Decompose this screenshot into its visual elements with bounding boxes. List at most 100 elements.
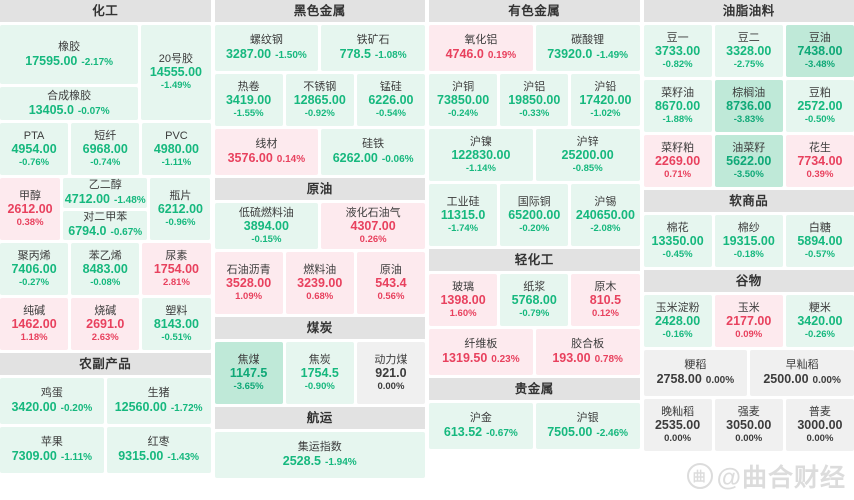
quote-values: 4307.00 0.26%: [351, 219, 396, 246]
quote-row: 沪铜 73850.00 -0.24% 沪铝 19850.00 -0.33% 沪铅 17420.…: [429, 74, 640, 126]
quote-cell[interactable]: 线材 3576.00 0.14%: [214, 129, 319, 175]
quote-cell[interactable]: 氧化铝 4746.0 0.19%: [429, 25, 533, 71]
quote-cell[interactable]: 硅铁 6262.00 -0.06%: [321, 129, 425, 175]
quote-cell[interactable]: 烧碱 2691.0 2.63%: [71, 298, 140, 350]
quote-change-percent: -0.82%: [662, 58, 693, 70]
quote-cell[interactable]: 瓶片 6212.00 -0.96%: [150, 178, 211, 240]
quote-cell[interactable]: 液化石油气 4307.00 0.26%: [321, 203, 425, 249]
quote-cell[interactable]: 菜籽油 8670.00 -1.88%: [643, 80, 712, 132]
quote-cell[interactable]: 沪铅 17420.00 -1.02%: [571, 74, 640, 126]
quote-price: 3576.00: [227, 151, 273, 165]
quote-change-percent: -0.27%: [19, 276, 50, 288]
quote-cell[interactable]: 粳米 3420.00 -0.26%: [785, 295, 854, 347]
quote-cell[interactable]: 20号胶 14555.00 -1.49%: [141, 25, 211, 120]
quote-cell[interactable]: 早籼稻 2500.00 0.00%: [750, 350, 854, 396]
quote-cell[interactable]: 豆粕 2572.00 -0.50%: [785, 80, 854, 132]
quote-values: 7309.00 -1.11%: [12, 449, 92, 464]
quote-cell[interactable]: 沪金 613.52 -0.67%: [429, 403, 533, 449]
quote-cell[interactable]: 聚丙烯 7406.00 -0.27%: [0, 243, 69, 295]
quote-cell[interactable]: 螺纹钢 3287.00 -1.50%: [214, 25, 319, 71]
quote-cell[interactable]: 玻璃 1398.00 1.60%: [429, 274, 498, 326]
quote-cell[interactable]: 合成橡胶 13405.0 -0.07%: [0, 87, 139, 120]
quote-cell[interactable]: 苹果 7309.00 -1.11%: [0, 427, 104, 473]
quote-cell[interactable]: 红枣 9315.00 -1.43%: [106, 427, 211, 473]
quote-values: 6262.00 -0.06%: [333, 151, 414, 166]
quote-cell[interactable]: 沪锡 240650.00 -2.08%: [571, 184, 640, 246]
quote-cell[interactable]: 沪镍 122830.00 -1.14%: [429, 129, 533, 181]
quote-price: 1754.00: [153, 261, 200, 276]
section-header: 有色金属: [429, 0, 640, 22]
quote-price: 1319.50: [442, 351, 488, 365]
quote-cell[interactable]: 尿素 1754.00 2.81%: [142, 243, 211, 295]
quote-cell[interactable]: 塑料 8143.00 -0.51%: [142, 298, 211, 350]
quote-name: 苹果: [40, 436, 63, 448]
quote-cell[interactable]: 玉米 2177.00 0.09%: [714, 295, 783, 347]
quote-cell[interactable]: 原木 810.5 0.12%: [571, 274, 640, 326]
quote-cell[interactable]: 棕榈油 8736.00 -3.83%: [714, 80, 783, 132]
quote-cell[interactable]: 集运指数 2528.5 -1.94%: [214, 432, 425, 478]
quote-change-percent: -0.45%: [662, 248, 693, 260]
quote-cell[interactable]: 原油 543.4 0.56%: [356, 252, 426, 314]
quote-cell[interactable]: 粳稻 2758.00 0.00%: [643, 350, 748, 396]
quote-cell[interactable]: 强麦 3050.00 0.00%: [714, 399, 783, 451]
quote-values: 7438.00 -3.48%: [797, 44, 842, 71]
quote-cell[interactable]: PTA 4954.00 -0.76%: [0, 123, 69, 175]
section-body: 低硫燃料油 3894.00 -0.15% 液化石油气 4307.00 0.26% 石油沥青 3…: [214, 203, 426, 314]
quote-cell[interactable]: 晚籼稻 2535.00 0.00%: [643, 399, 712, 451]
quote-cell[interactable]: 橡胶 17595.00 -2.17%: [0, 25, 139, 85]
quote-cell[interactable]: 苯乙烯 8483.00 -0.08%: [71, 243, 140, 295]
quote-cell[interactable]: 不锈钢 12865.00 -0.92%: [285, 74, 354, 126]
quote-price: 2500.00: [763, 372, 809, 386]
quote-change-percent: 0.00%: [705, 375, 735, 386]
quote-cell[interactable]: 乙二醇 4712.00 -1.48%: [63, 178, 148, 208]
quote-cell[interactable]: 沪铜 73850.00 -0.24%: [429, 74, 498, 126]
section-body: 螺纹钢 3287.00 -1.50% 铁矿石 778.5 -1.08% 热卷 3419.00-…: [214, 25, 426, 175]
quote-cell[interactable]: 锰硅 6226.00 -0.54%: [356, 74, 426, 126]
quote-cell[interactable]: 纤维板 1319.50 0.23%: [429, 329, 533, 375]
quote-cell[interactable]: 热卷 3419.00 -1.55%: [214, 74, 283, 126]
quote-cell[interactable]: 油菜籽 5622.00 -3.50%: [714, 135, 783, 187]
quote-cell[interactable]: 焦炭 1754.5 -0.90%: [285, 342, 354, 404]
quote-cell[interactable]: 工业硅 11315.0 -1.74%: [429, 184, 498, 246]
quote-cell[interactable]: 焦煤 1147.5 -3.65%: [214, 342, 283, 404]
quote-cell[interactable]: 普麦 3000.00 0.00%: [785, 399, 854, 451]
quote-price: 7309.00: [11, 449, 57, 463]
quote-cell[interactable]: 菜籽粕 2269.00 0.71%: [643, 135, 712, 187]
quote-row: 纤维板 1319.50 0.23% 胶合板 193.00 0.78%: [429, 329, 640, 375]
quote-cell[interactable]: 鸡蛋 3420.00 -0.20%: [0, 378, 104, 424]
quote-cell[interactable]: PVC 4980.00 -1.11%: [142, 123, 211, 175]
quote-cell[interactable]: 燃料油 3239.00 0.68%: [285, 252, 354, 314]
quote-cell[interactable]: 对二甲苯 6794.0 -0.67%: [63, 210, 148, 240]
quote-cell[interactable]: 沪铝 19850.00 -0.33%: [500, 74, 569, 126]
quote-cell[interactable]: 豆二 3328.00 -2.75%: [714, 25, 783, 77]
quote-cell[interactable]: 碳酸锂 73920.0 -1.49%: [535, 25, 640, 71]
quote-price: 1147.5: [229, 365, 268, 380]
quote-values: 8143.00 -0.51%: [154, 317, 199, 344]
quote-cell[interactable]: 沪银 7505.00 -2.46%: [535, 403, 640, 449]
quote-cell[interactable]: 白糖 5894.00 -0.57%: [785, 215, 854, 267]
quote-cell[interactable]: 国际铜 65200.00 -0.20%: [500, 184, 569, 246]
quote-values: 17420.00 -1.02%: [579, 93, 631, 120]
quote-cell[interactable]: 玉米淀粉 2428.00 -0.16%: [643, 295, 712, 347]
quote-cell[interactable]: 棉花 13350.00 -0.45%: [643, 215, 712, 267]
quote-row: 螺纹钢 3287.00 -1.50% 铁矿石 778.5 -1.08%: [214, 25, 425, 71]
quote-cell[interactable]: 沪锌 25200.00 -0.85%: [535, 129, 640, 181]
quote-cell[interactable]: 生猪 12560.00 -1.72%: [106, 378, 211, 424]
quote-cell[interactable]: 铁矿石 778.5 -1.08%: [321, 25, 425, 71]
quote-cell[interactable]: 动力煤 921.0 0.00%: [356, 342, 426, 404]
quote-cell[interactable]: 花生 7734.00 0.39%: [785, 135, 854, 187]
quote-cell[interactable]: 甲醇 2612.00 0.38%: [0, 178, 61, 240]
quote-cell[interactable]: 豆油 7438.00 -3.48%: [785, 25, 854, 77]
quote-values: 4954.00 -0.76%: [11, 142, 56, 169]
quote-cell[interactable]: 纸浆 5768.00 -0.79%: [500, 274, 569, 326]
quote-cell[interactable]: 胶合板 193.00 0.78%: [535, 329, 640, 375]
quote-cell[interactable]: 豆一 3733.00 -0.82%: [643, 25, 712, 77]
board-column: 油脂油料 豆一 3733.00 -0.82% 豆二 3328.00 -2.75% 豆油 7438…: [643, 0, 854, 500]
quote-cell[interactable]: 短纤 6968.00 -0.74%: [71, 123, 140, 175]
quote-change-percent: 0.68%: [306, 290, 334, 302]
quote-cell[interactable]: 石油沥青 3528.00 1.09%: [214, 252, 283, 314]
quote-cell[interactable]: 棉纱 19315.00 -0.18%: [714, 215, 783, 267]
quote-cell[interactable]: 纯碱 1462.00 1.18%: [0, 298, 69, 350]
quote-cell[interactable]: 低硫燃料油 3894.00 -0.15%: [214, 203, 319, 249]
quote-change-percent: -0.18%: [733, 248, 764, 260]
